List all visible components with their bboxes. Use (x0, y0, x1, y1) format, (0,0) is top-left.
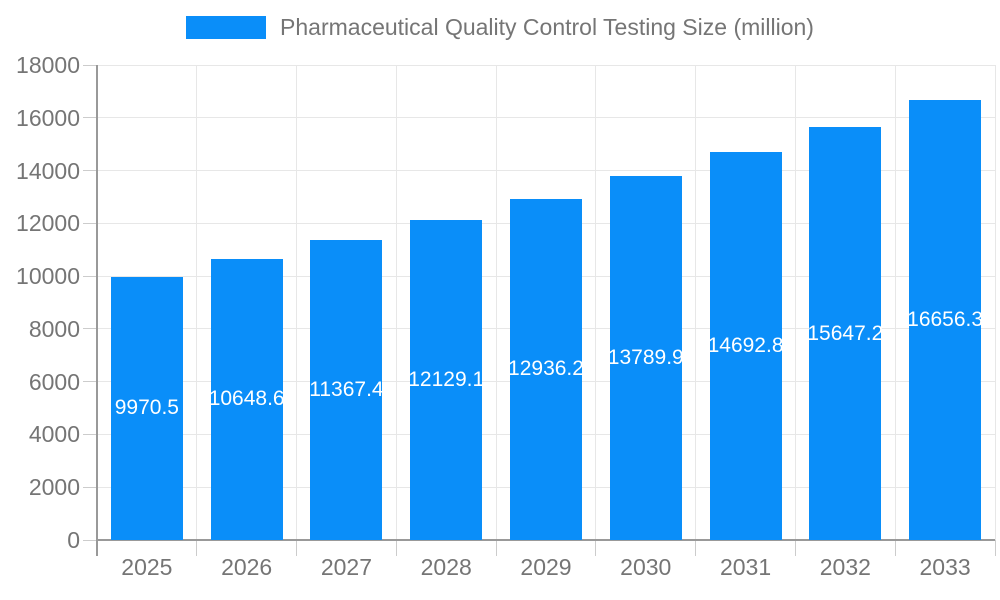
legend-label: Pharmaceutical Quality Control Testing S… (280, 14, 814, 40)
y-axis-label: 12000 (16, 210, 80, 237)
y-axis-tick (83, 64, 97, 66)
y-axis-label: 4000 (28, 421, 80, 448)
x-axis-label: 2028 (420, 554, 472, 580)
y-axis-label: 0 (67, 527, 80, 553)
x-axis-tick (994, 540, 996, 556)
y-axis-tick (83, 117, 97, 119)
bar[interactable] (909, 100, 982, 540)
y-axis-tick (83, 170, 97, 172)
y-axis-label: 18000 (16, 52, 80, 78)
x-axis-tick (196, 540, 198, 556)
bar-value-label: 13789.9 (607, 346, 684, 370)
x-axis-tick (595, 540, 597, 556)
y-axis-tick (83, 328, 97, 330)
x-gridline (296, 65, 298, 540)
y-axis-tick (83, 486, 97, 488)
x-gridline (495, 65, 497, 540)
x-axis-label: 2033 (919, 554, 971, 580)
x-axis-label: 2025 (121, 554, 173, 580)
bar[interactable] (110, 276, 183, 540)
x-gridline (794, 65, 796, 540)
y-gridline (97, 117, 995, 119)
y-axis-line (96, 65, 98, 556)
bar[interactable] (310, 240, 383, 540)
bar-value-label: 14692.8 (707, 334, 784, 358)
x-axis-tick (495, 540, 497, 556)
x-gridline (994, 65, 996, 540)
bar-value-label: 15647.2 (807, 321, 884, 345)
bar[interactable] (210, 258, 283, 540)
x-axis-label: 2030 (620, 554, 672, 580)
y-axis-label: 16000 (16, 104, 80, 131)
x-axis-label: 2027 (320, 554, 373, 580)
y-axis-label: 6000 (28, 368, 80, 395)
bar[interactable] (410, 219, 483, 540)
y-axis-label: 14000 (16, 157, 80, 184)
bar-value-label: 10648.6 (208, 387, 285, 411)
bar-value-label: 16656.3 (907, 308, 984, 332)
bar-value-label: 12936.2 (508, 357, 584, 381)
bar[interactable] (809, 127, 882, 540)
x-axis-tick (296, 540, 298, 556)
y-axis-label: 2000 (28, 474, 80, 501)
y-gridline (97, 170, 995, 172)
y-axis-tick (83, 275, 97, 277)
y-axis-label: 8000 (28, 315, 80, 342)
x-gridline (894, 65, 896, 540)
legend-swatch (186, 15, 267, 39)
bar[interactable] (709, 152, 782, 540)
x-axis-label: 2031 (719, 554, 772, 580)
bar-value-label: 11367.4 (309, 378, 384, 401)
x-axis-tick (794, 540, 796, 556)
y-axis-tick (83, 222, 97, 224)
bar[interactable] (510, 198, 582, 540)
x-gridline (595, 65, 597, 540)
x-axis-tick (894, 540, 896, 556)
x-axis-tick (695, 540, 697, 556)
y-axis-tick (83, 433, 97, 435)
bar[interactable] (609, 176, 682, 540)
x-gridline (395, 65, 397, 540)
y-axis-tick (83, 381, 97, 383)
x-axis-tick (395, 540, 397, 556)
bar-value-label: 12129.1 (408, 367, 485, 391)
y-gridline (97, 64, 995, 66)
legend-item[interactable]: Pharmaceutical Quality Control Testing S… (0, 13, 1000, 41)
x-axis-label: 2029 (520, 554, 572, 580)
x-axis-label: 2026 (221, 554, 273, 580)
x-axis-label: 2032 (819, 554, 871, 580)
y-axis-tick (83, 539, 97, 541)
y-axis-label: 10000 (16, 263, 80, 290)
bar-value-label: 9970.5 (114, 396, 179, 420)
x-gridline (196, 65, 198, 540)
x-gridline (695, 65, 697, 540)
